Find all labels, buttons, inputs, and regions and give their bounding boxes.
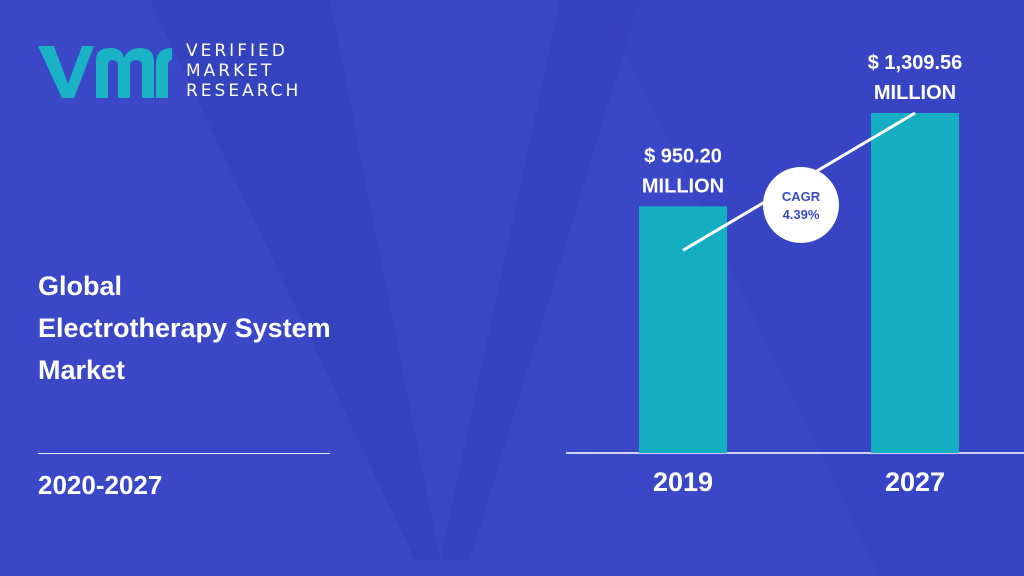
- forecast-period: 2020-2027: [38, 470, 163, 500]
- cagr-badge: [763, 167, 839, 243]
- bar-2027: [871, 113, 959, 453]
- page-title: Global Electrotherapy System Market: [38, 265, 331, 391]
- brand-name: VERIFIED MARKET RESEARCH: [186, 41, 301, 101]
- value-unit-2027: MILLION: [874, 82, 956, 104]
- brand-logo: VERIFIED MARKET RESEARCH: [34, 40, 301, 102]
- value-unit-2019: MILLION: [642, 175, 724, 197]
- bar-2019: [639, 206, 727, 453]
- title-line-3: Market: [38, 355, 126, 385]
- title-line-1: Global: [38, 271, 123, 301]
- x-tick-label-2027: 2027: [885, 467, 945, 497]
- value-label-2027: $ 1,309.56: [868, 52, 963, 74]
- cagr-label: CAGR: [782, 189, 821, 204]
- vmr-logo-icon: [38, 46, 172, 98]
- cagr-value: 4.39%: [783, 207, 820, 222]
- value-label-2019: $ 950.20: [644, 145, 722, 167]
- brand-line-1: VERIFIED: [186, 41, 288, 61]
- title-divider: [38, 453, 330, 454]
- brand-line-3: RESEARCH: [186, 81, 302, 101]
- title-line-2: Electrotherapy System: [38, 313, 331, 343]
- brand-line-2: MARKET: [186, 61, 275, 81]
- x-tick-label-2019: 2019: [653, 467, 713, 497]
